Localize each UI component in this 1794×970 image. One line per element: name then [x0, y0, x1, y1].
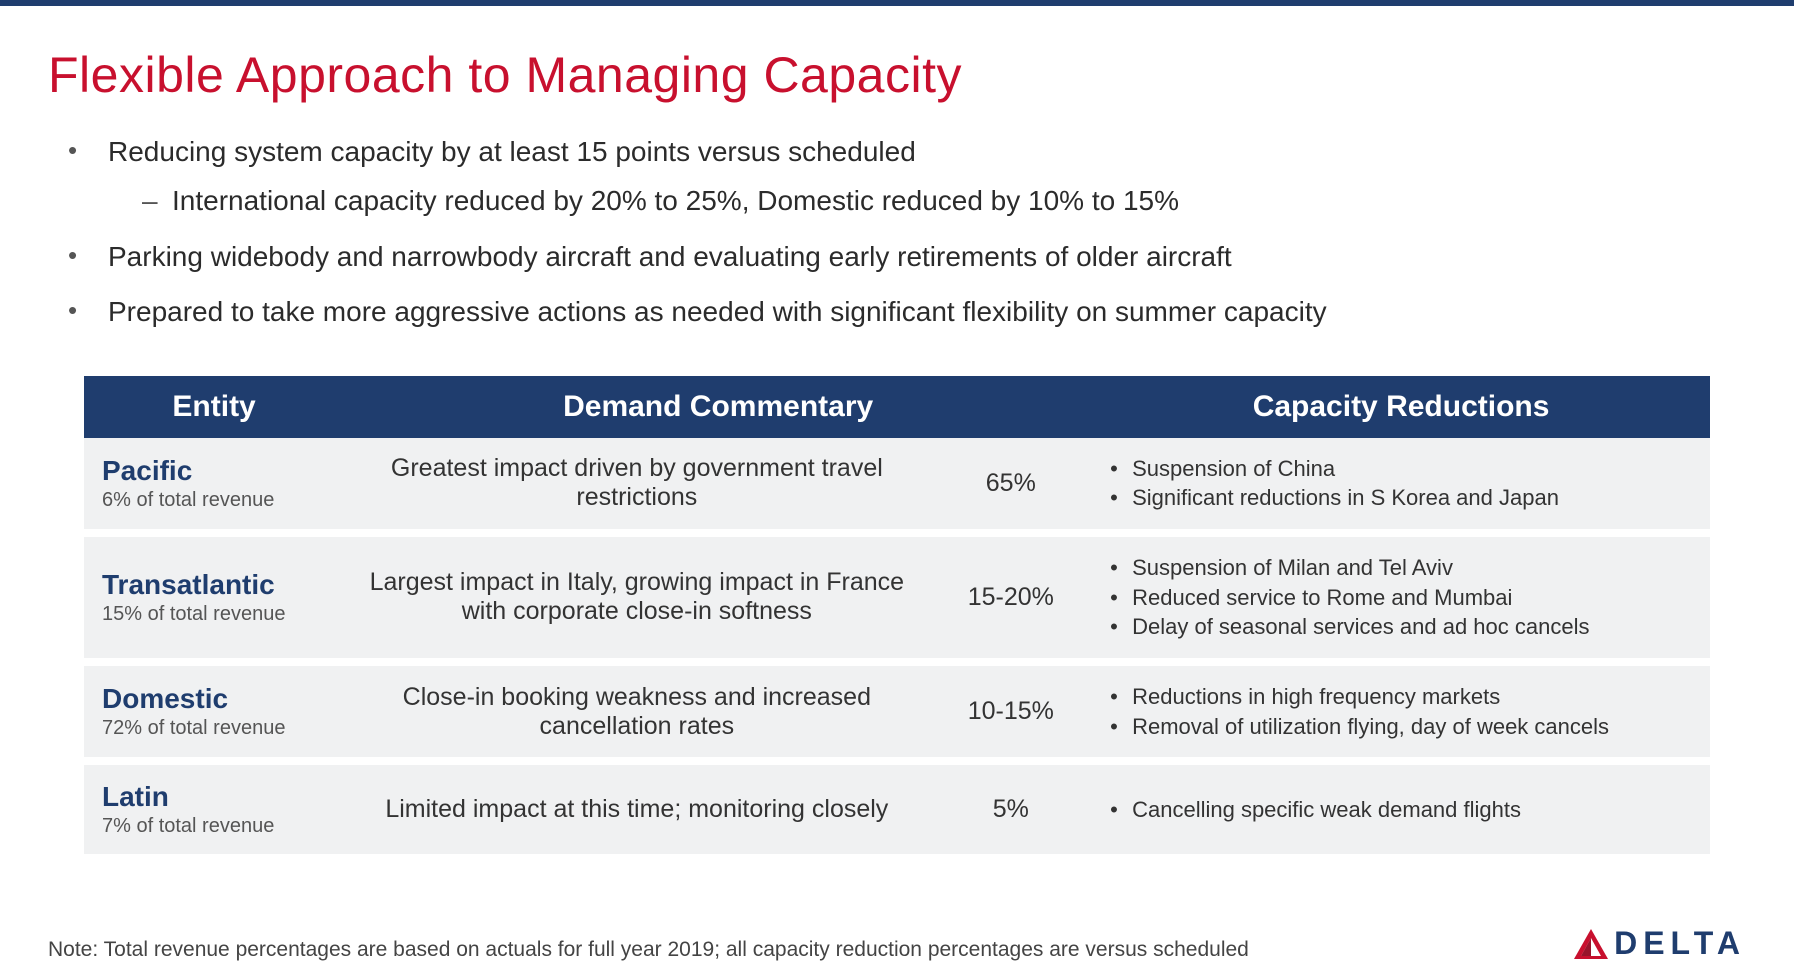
pct-cell: 10-15%	[930, 662, 1093, 761]
bullet-item: Prepared to take more aggressive actions…	[68, 290, 1746, 333]
delta-logo-text: DELTA	[1614, 925, 1746, 962]
entity-cell: Pacific 6% of total revenue	[84, 438, 344, 533]
capacity-table: Entity Demand Commentary Capacity Reduct…	[84, 376, 1710, 863]
table-header-row: Entity Demand Commentary Capacity Reduct…	[84, 376, 1710, 438]
entity-cell: Domestic 72% of total revenue	[84, 662, 344, 761]
entity-name: Latin	[102, 781, 326, 813]
entity-cell: Transatlantic 15% of total revenue	[84, 533, 344, 662]
pct-cell: 5%	[930, 761, 1093, 858]
demand-cell: Close-in booking weakness and increased …	[344, 662, 929, 761]
reduction-item: Suspension of China	[1110, 454, 1692, 484]
delta-logo: DELTA	[1574, 925, 1746, 962]
entity-name: Domestic	[102, 683, 326, 715]
demand-cell: Greatest impact driven by government tra…	[344, 438, 929, 533]
demand-cell: Limited impact at this time; monitoring …	[344, 761, 929, 858]
footer-row: Note: Total revenue percentages are base…	[48, 925, 1746, 962]
th-reductions: Capacity Reductions	[1092, 376, 1710, 438]
table-row: Transatlantic 15% of total revenue Large…	[84, 533, 1710, 662]
pct-cell: 65%	[930, 438, 1093, 533]
entity-name: Transatlantic	[102, 569, 326, 601]
bullet-text: Parking widebody and narrowbody aircraft…	[108, 241, 1232, 272]
slide-title: Flexible Approach to Managing Capacity	[48, 46, 1746, 104]
bullet-item: Reducing system capacity by at least 15 …	[68, 130, 1746, 223]
reduction-item: Significant reductions in S Korea and Ja…	[1110, 483, 1692, 513]
bullet-text: Prepared to take more aggressive actions…	[108, 296, 1327, 327]
th-entity: Entity	[84, 376, 344, 438]
reduction-item: Reductions in high frequency markets	[1110, 682, 1692, 712]
reduction-item: Reduced service to Rome and Mumbai	[1110, 583, 1692, 613]
top-bullet-list: Reducing system capacity by at least 15 …	[68, 130, 1746, 334]
entity-revenue-share: 7% of total revenue	[102, 815, 326, 838]
reductions-cell: Reductions in high frequency markets Rem…	[1092, 662, 1710, 761]
reductions-cell: Cancelling specific weak demand flights	[1092, 761, 1710, 858]
reduction-item: Cancelling specific weak demand flights	[1110, 795, 1692, 825]
table-row: Domestic 72% of total revenue Close-in b…	[84, 662, 1710, 761]
table-row: Pacific 6% of total revenue Greatest imp…	[84, 438, 1710, 533]
reductions-cell: Suspension of Milan and Tel Aviv Reduced…	[1092, 533, 1710, 662]
bullet-text: Reducing system capacity by at least 15 …	[108, 136, 916, 167]
entity-name: Pacific	[102, 455, 326, 487]
table-row: Latin 7% of total revenue Limited impact…	[84, 761, 1710, 858]
sub-bullet-text: International capacity reduced by 20% to…	[172, 185, 1179, 216]
demand-cell: Largest impact in Italy, growing impact …	[344, 533, 929, 662]
delta-widget-icon	[1574, 929, 1608, 959]
sub-bullet-list: International capacity reduced by 20% to…	[142, 179, 1746, 222]
th-demand: Demand Commentary	[344, 376, 1092, 438]
table-body: Pacific 6% of total revenue Greatest imp…	[84, 438, 1710, 859]
slide-body: Flexible Approach to Managing Capacity R…	[0, 6, 1794, 862]
reductions-cell: Suspension of China Significant reductio…	[1092, 438, 1710, 533]
footnote-text: Note: Total revenue percentages are base…	[48, 938, 1249, 962]
pct-cell: 15-20%	[930, 533, 1093, 662]
entity-revenue-share: 15% of total revenue	[102, 603, 326, 626]
reduction-item: Delay of seasonal services and ad hoc ca…	[1110, 612, 1692, 642]
entity-revenue-share: 6% of total revenue	[102, 489, 326, 512]
sub-bullet-item: International capacity reduced by 20% to…	[142, 179, 1746, 222]
reduction-item: Suspension of Milan and Tel Aviv	[1110, 553, 1692, 583]
capacity-table-wrap: Entity Demand Commentary Capacity Reduct…	[84, 376, 1710, 863]
bullet-item: Parking widebody and narrowbody aircraft…	[68, 235, 1746, 278]
reduction-item: Removal of utilization flying, day of we…	[1110, 712, 1692, 742]
entity-cell: Latin 7% of total revenue	[84, 761, 344, 858]
entity-revenue-share: 72% of total revenue	[102, 717, 326, 740]
